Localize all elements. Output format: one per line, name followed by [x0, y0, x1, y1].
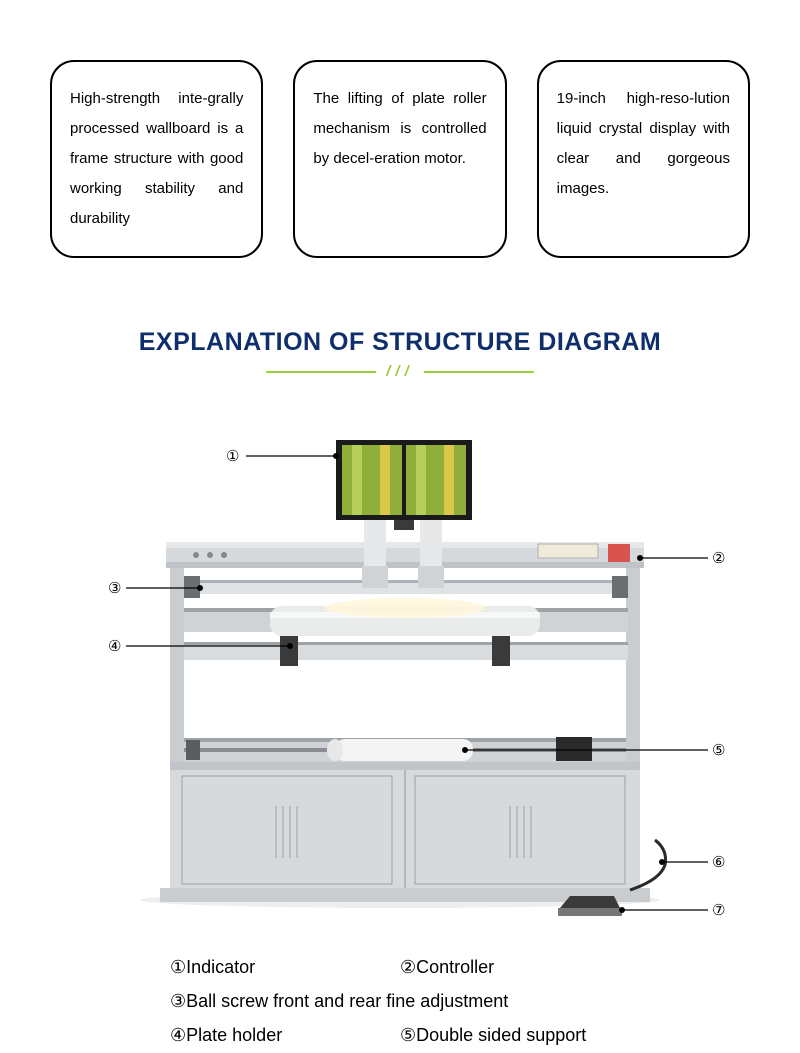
feature-row: High-strength inte-grally processed wall… [0, 0, 800, 288]
divider-slashes: /// [386, 363, 414, 380]
callout-4: ④ [108, 638, 121, 655]
callout-7: ⑦ [712, 902, 725, 919]
divider-line-right [424, 371, 534, 373]
legend-1: ①Indicator [170, 950, 370, 984]
legend-2: ②Controller [400, 950, 494, 984]
diagram-svg: ① ② ③ ④ ⑤ ⑥ ⑦ [0, 410, 800, 940]
legend-4: ④Plate holder [170, 1018, 370, 1052]
structure-diagram: ① ② ③ ④ ⑤ ⑥ ⑦ [0, 410, 800, 940]
divider-line-left [266, 371, 376, 373]
callout-3: ③ [108, 580, 121, 597]
callout-1: ① [226, 448, 239, 465]
title-divider: /// [0, 363, 800, 380]
callout-6: ⑥ [712, 854, 725, 871]
callout-2: ② [712, 550, 725, 567]
legend-5: ⑤Double sided support [400, 1018, 586, 1052]
callout-5: ⑤ [712, 742, 725, 759]
feature-box-1: High-strength inte-grally processed wall… [50, 60, 263, 258]
legend-3: ③Ball screw front and rear fine adjustme… [170, 984, 508, 1018]
feature-box-3: 19-inch high-reso-lution liquid crystal … [537, 60, 750, 258]
legend: ①Indicator ②Controller ③Ball screw front… [0, 940, 800, 1053]
feature-box-2: The lifting of plate roller mechanism is… [293, 60, 506, 258]
section-title: EXPLANATION OF STRUCTURE DIAGRAM [0, 328, 800, 357]
